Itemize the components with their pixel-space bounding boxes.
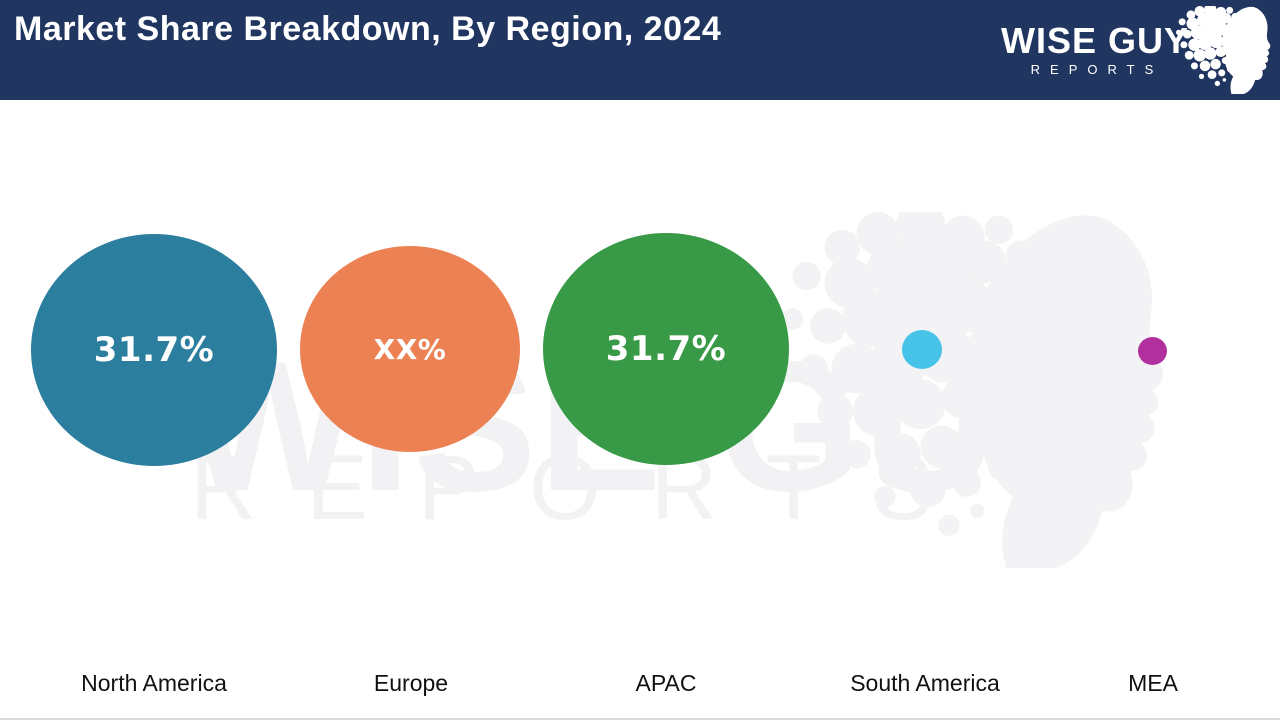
bubble-value-label: 31.7% [605,329,727,369]
wise-guy-logo-text: WISE GUY REPORTS [1000,20,1189,78]
page-title: Market Share Breakdown, By Region, 2024 [14,10,722,48]
bubble-apac: 31.7% [543,233,789,465]
category-label-europe: Europe [373,670,449,696]
category-label-north-america: North America [81,670,227,696]
bubble-chart: WISE GUY REPORTS 31.7% XX% 31.7% North A… [0,100,1280,718]
header-bar: Market Share Breakdown, By Region, 2024 … [0,0,1280,100]
bubble-value-label: XX% [373,332,447,366]
category-label-mea: MEA [1128,670,1178,696]
bubble-europe: XX% [300,246,520,452]
watermark-face-icon [781,212,1164,568]
category-label-apac: APAC [635,670,697,696]
category-label-south-america: South America [850,670,1000,696]
wise-guy-logo: WISE GUY REPORTS [1001,0,1272,100]
wise-guy-face-icon [1175,6,1271,94]
logo-subtitle: REPORTS [1030,62,1164,77]
logo-name: WISE GUY [1000,20,1189,61]
bubble-mea [1138,337,1167,365]
bubble-south-america [902,330,942,369]
watermark-subtext: REPORTS [190,437,984,539]
bubble-value-label: 31.7% [93,330,215,370]
bubble-north-america: 31.7% [31,234,277,466]
